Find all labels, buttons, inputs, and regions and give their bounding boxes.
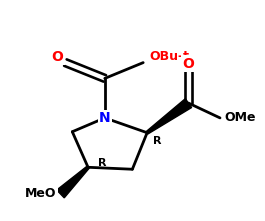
Text: O: O — [183, 57, 195, 70]
Text: MeO: MeO — [25, 187, 56, 200]
Text: N: N — [99, 111, 111, 125]
Text: OMe: OMe — [224, 111, 255, 124]
Polygon shape — [57, 166, 89, 198]
Polygon shape — [146, 99, 192, 134]
Text: OBu-t: OBu-t — [149, 50, 189, 63]
Text: R: R — [98, 158, 106, 168]
Text: O: O — [52, 50, 63, 64]
Text: R: R — [153, 136, 161, 146]
